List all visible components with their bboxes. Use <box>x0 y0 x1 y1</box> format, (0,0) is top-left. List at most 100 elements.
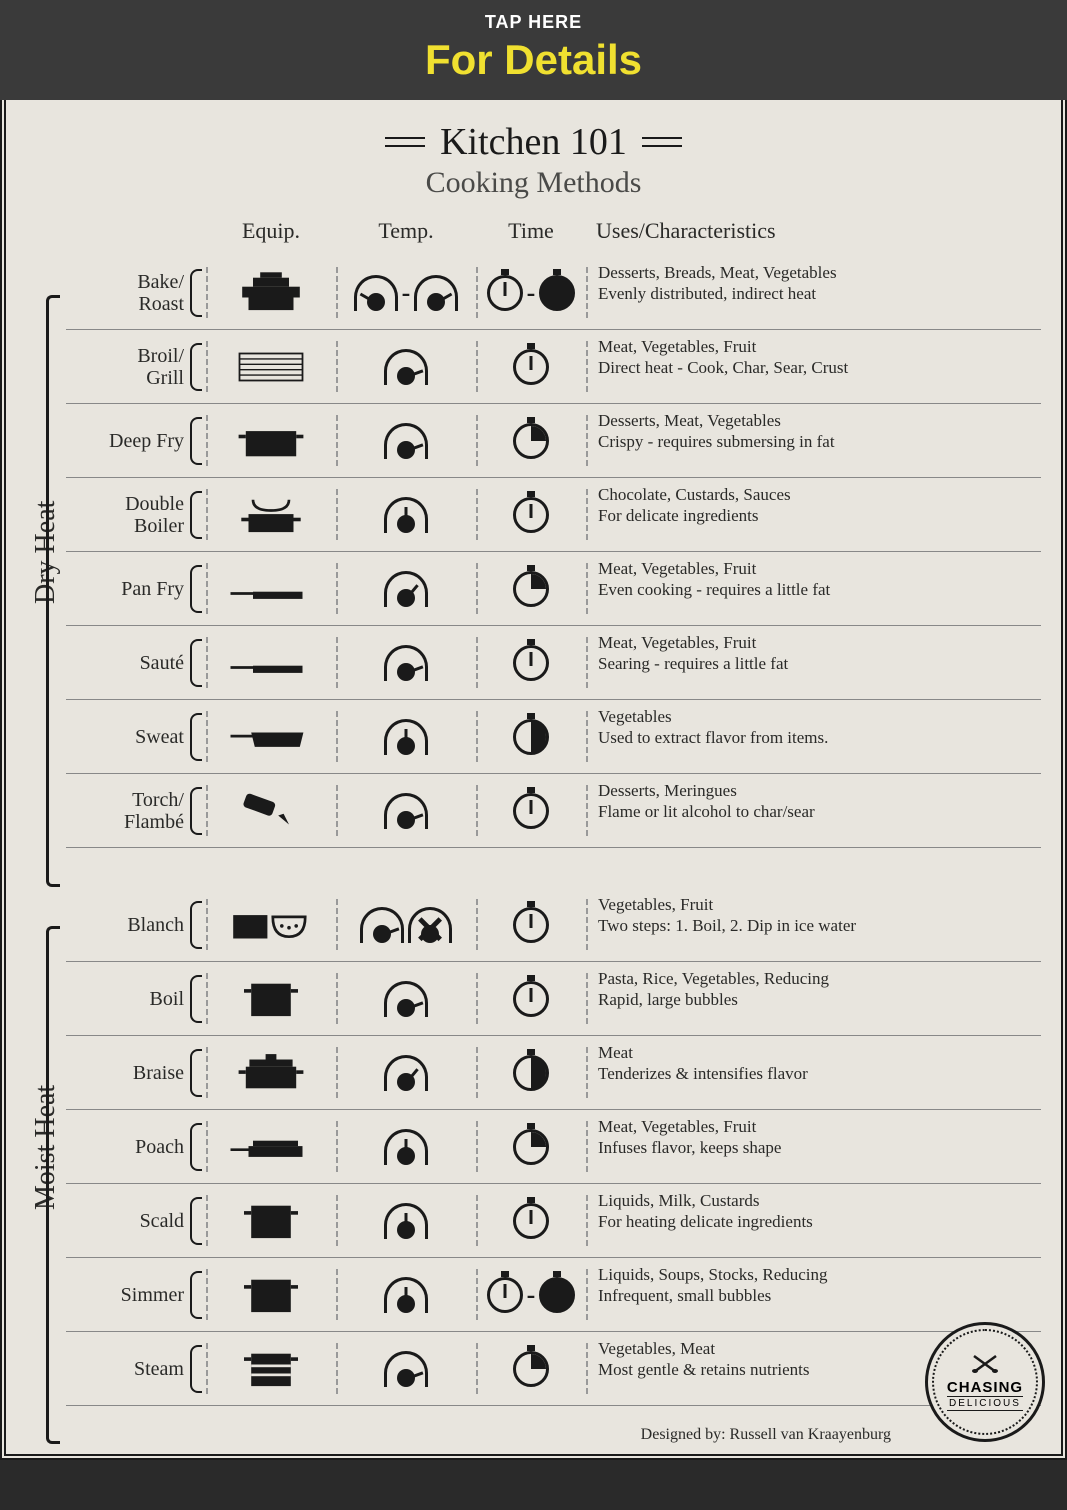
temp-cell: - <box>336 256 476 329</box>
method-row: Sauté Meat, Vegetables, Fruit Searing - … <box>66 626 1041 700</box>
temp-dial-icon <box>384 1277 428 1313</box>
characteristics-text: Two steps: 1. Boil, 2. Dip in ice water <box>598 915 1037 936</box>
time-cell <box>476 330 586 403</box>
temp-dial-icon <box>384 497 428 533</box>
temp-cell <box>336 626 476 699</box>
col-temp: Temp. <box>336 218 476 244</box>
temp-dial-off-icon <box>408 907 452 943</box>
timer-icon <box>513 423 549 459</box>
bracket-dry <box>46 295 60 887</box>
temp-dial-icon <box>384 349 428 385</box>
methods-chart: Equip. Temp. Time Uses/Characteristics D… <box>26 218 1041 1406</box>
temp-dial-icon <box>384 571 428 607</box>
uses-cell: Vegetables Used to extract flavor from i… <box>586 700 1041 773</box>
temp-dial-icon <box>354 275 398 311</box>
equip-cell <box>206 1258 336 1331</box>
uses-text: Chocolate, Custards, Sauces <box>598 484 1037 505</box>
time-cell <box>476 1184 586 1257</box>
time-cell <box>476 552 586 625</box>
uses-cell: Meat, Vegetables, Fruit Even cooking - r… <box>586 552 1041 625</box>
timer-icon <box>539 1277 575 1313</box>
uses-text: Meat, Vegetables, Fruit <box>598 558 1037 579</box>
equip-cell <box>206 478 336 551</box>
method-row: Blanch Vegetables, Fruit Two steps: 1. B… <box>66 888 1041 962</box>
equip-oven-icon <box>226 268 316 318</box>
equip-pan-icon <box>226 564 316 614</box>
equip-tall-pot-icon <box>226 1196 316 1246</box>
equip-cell <box>206 1184 336 1257</box>
characteristics-text: For heating delicate ingredients <box>598 1211 1037 1232</box>
time-cell <box>476 1036 586 1109</box>
timer-icon <box>513 981 549 1017</box>
method-name: Bake/Roast <box>66 271 206 315</box>
method-row: Simmer - Liquids, Soups, Stocks, Reducin… <box>66 1258 1041 1332</box>
characteristics-text: Flame or lit alcohol to char/sear <box>598 801 1037 822</box>
uses-text: Pasta, Rice, Vegetables, Reducing <box>598 968 1037 989</box>
uses-cell: Meat, Vegetables, Fruit Direct heat - Co… <box>586 330 1041 403</box>
method-name: Scald <box>66 1210 206 1232</box>
uses-cell: Desserts, Meringues Flame or lit alcohol… <box>586 774 1041 847</box>
method-row: Steam Vegetables, Meat Most gentle & ret… <box>66 1332 1041 1406</box>
timer-icon <box>513 1203 549 1239</box>
equip-saute-pan-icon <box>226 712 316 762</box>
uses-text: Meat, Vegetables, Fruit <box>598 1116 1037 1137</box>
equip-cell <box>206 626 336 699</box>
characteristics-text: Evenly distributed, indirect heat <box>598 283 1037 304</box>
uses-cell: Pasta, Rice, Vegetables, Reducing Rapid,… <box>586 962 1041 1035</box>
uses-cell: Liquids, Soups, Stocks, Reducing Infrequ… <box>586 1258 1041 1331</box>
method-name: Sauté <box>66 652 206 674</box>
temp-dial-icon <box>384 719 428 755</box>
time-cell <box>476 774 586 847</box>
footer-credit: Designed by: Russell van Kraayenburg <box>26 1426 1041 1444</box>
uses-text: Liquids, Milk, Custards <box>598 1190 1037 1211</box>
timer-icon <box>487 1277 523 1313</box>
method-name: DoubleBoiler <box>66 493 206 537</box>
temp-dial-icon <box>384 1055 428 1091</box>
top-banner[interactable]: TAP HERE For Details <box>0 0 1067 100</box>
equip-cell <box>206 256 336 329</box>
method-row: Pan Fry Meat, Vegetables, Fruit Even coo… <box>66 552 1041 626</box>
uses-text: Meat, Vegetables, Fruit <box>598 632 1037 653</box>
uses-cell: Chocolate, Custards, Sauces For delicate… <box>586 478 1041 551</box>
method-row: Braise Meat Tenderizes & intensifies fla… <box>66 1036 1041 1110</box>
temp-cell <box>336 552 476 625</box>
title-block: Kitchen 101 Cooking Methods <box>26 120 1041 200</box>
timer-icon <box>513 793 549 829</box>
method-row: Torch/Flambé Desserts, Meringues Flame o… <box>66 774 1041 848</box>
brand-badge: CHASING DELICIOUS <box>925 1322 1045 1442</box>
temp-dial-icon <box>384 1129 428 1165</box>
time-cell <box>476 1110 586 1183</box>
section-gap <box>26 848 1041 888</box>
uses-text: Vegetables <box>598 706 1037 727</box>
characteristics-text: For delicate ingredients <box>598 505 1037 526</box>
uses-text: Desserts, Breads, Meat, Vegetables <box>598 262 1037 283</box>
characteristics-text: Infrequent, small bubbles <box>598 1285 1037 1306</box>
equip-cell <box>206 330 336 403</box>
temp-cell <box>336 1110 476 1183</box>
timer-icon <box>513 719 549 755</box>
equip-tall-pot-icon <box>226 974 316 1024</box>
equip-cell <box>206 962 336 1035</box>
timer-icon <box>513 1351 549 1387</box>
method-row: Broil/Grill Meat, Vegetables, Fruit Dire… <box>66 330 1041 404</box>
temp-dial-icon <box>384 423 428 459</box>
uses-cell: Meat, Vegetables, Fruit Searing - requir… <box>586 626 1041 699</box>
characteristics-text: Direct heat - Cook, Char, Sear, Crust <box>598 357 1037 378</box>
time-cell: - <box>476 256 586 329</box>
timer-icon <box>513 571 549 607</box>
temp-dial-icon <box>384 793 428 829</box>
equip-steamer-icon <box>226 1344 316 1394</box>
time-cell <box>476 1332 586 1405</box>
time-cell: - <box>476 1258 586 1331</box>
equip-double-boiler-icon <box>226 490 316 540</box>
timer-icon <box>487 275 523 311</box>
temp-cell <box>336 330 476 403</box>
characteristics-text: Infuses flavor, keeps shape <box>598 1137 1037 1158</box>
method-name: Torch/Flambé <box>66 789 206 833</box>
temp-dial-icon <box>414 275 458 311</box>
temp-cell <box>336 1036 476 1109</box>
temp-dial-icon <box>384 1203 428 1239</box>
time-cell <box>476 478 586 551</box>
characteristics-text: Tenderizes & intensifies flavor <box>598 1063 1037 1084</box>
method-name: Boil <box>66 988 206 1010</box>
